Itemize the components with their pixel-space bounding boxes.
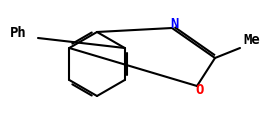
Text: Ph: Ph — [10, 26, 26, 40]
Text: O: O — [196, 83, 204, 97]
Text: N: N — [170, 17, 178, 31]
Text: Me: Me — [244, 33, 260, 47]
